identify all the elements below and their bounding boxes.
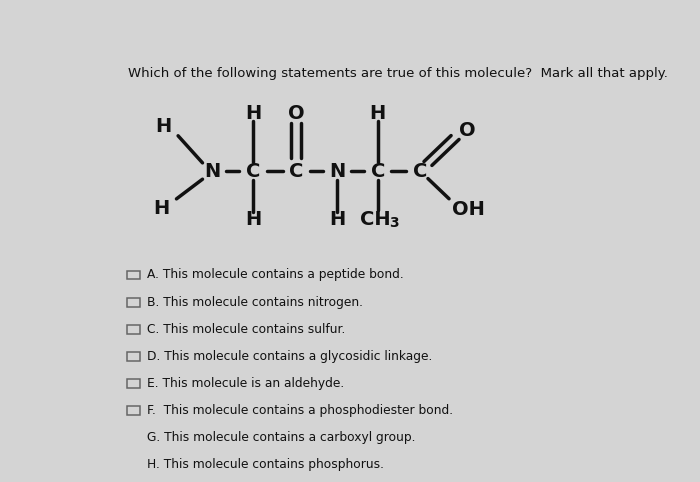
Text: H: H [155,117,172,136]
Text: Which of the following statements are true of this molecule?  Mark all that appl: Which of the following statements are tr… [128,67,668,80]
Text: O: O [288,104,304,123]
Text: G. This molecule contains a carboxyl group.: G. This molecule contains a carboxyl gro… [147,431,416,444]
FancyBboxPatch shape [127,352,139,361]
Text: E. This molecule is an aldehyde.: E. This molecule is an aldehyde. [147,377,344,390]
FancyBboxPatch shape [127,406,139,415]
Text: H: H [329,210,345,229]
Text: O: O [459,120,475,140]
Text: F.  This molecule contains a phosphodiester bond.: F. This molecule contains a phosphodiest… [147,404,454,417]
FancyBboxPatch shape [127,379,139,388]
Text: C: C [246,161,260,181]
Text: C: C [370,161,385,181]
FancyBboxPatch shape [127,460,139,469]
Text: H: H [154,199,170,218]
Text: 3: 3 [389,216,399,230]
Text: H. This molecule contains phosphorus.: H. This molecule contains phosphorus. [147,458,384,471]
Text: A. This molecule contains a peptide bond.: A. This molecule contains a peptide bond… [147,268,404,281]
Text: OH: OH [452,200,485,219]
Text: CH: CH [360,210,391,229]
FancyBboxPatch shape [127,433,139,442]
Text: H: H [245,210,261,229]
Text: B. This molecule contains nitrogen.: B. This molecule contains nitrogen. [147,295,363,308]
Text: C: C [413,161,427,181]
Text: N: N [329,161,345,181]
FancyBboxPatch shape [127,325,139,334]
FancyBboxPatch shape [127,297,139,307]
Text: C. This molecule contains sulfur.: C. This molecule contains sulfur. [147,322,346,335]
FancyBboxPatch shape [127,270,139,280]
Text: D. This molecule contains a glycosidic linkage.: D. This molecule contains a glycosidic l… [147,350,433,363]
Text: H: H [245,104,261,123]
Text: N: N [204,161,220,181]
Text: H: H [370,104,386,123]
Text: C: C [289,161,304,181]
